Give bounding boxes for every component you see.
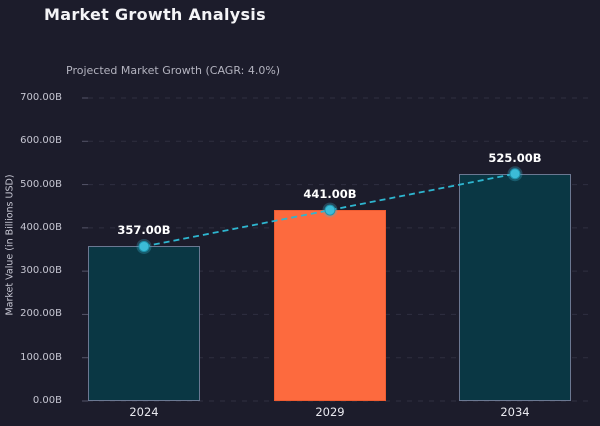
chart-title: Market Growth Analysis <box>44 5 266 24</box>
y-tick-label: 600.00B <box>20 135 62 147</box>
bar-2034 <box>459 173 571 401</box>
x-tick-label: 2024 <box>129 405 159 419</box>
x-tick-label: 2034 <box>500 405 530 419</box>
y-tick-label: 500.00B <box>20 178 62 190</box>
y-tick-label: 200.00B <box>20 308 62 320</box>
bar-value-label: 357.00B <box>117 223 171 238</box>
y-tick-label: 100.00B <box>20 351 62 363</box>
bar-value-label: 441.00B <box>303 187 357 202</box>
chart-subtitle: Projected Market Growth (CAGR: 4.0%) <box>66 64 281 77</box>
trend-line <box>143 172 516 248</box>
bar-value-label: 525.00B <box>488 150 542 165</box>
y-tick-label: 300.00B <box>20 265 62 277</box>
data-point-marker <box>324 204 336 216</box>
y-tick-label: 700.00B <box>20 92 62 103</box>
bar-2029 <box>274 210 386 401</box>
y-tick-label: 400.00B <box>20 221 62 233</box>
x-tick-label: 2029 <box>315 405 345 419</box>
y-tick-label: 0.00B <box>32 395 62 406</box>
data-point-marker <box>509 168 521 180</box>
bar-2024 <box>88 246 200 401</box>
data-point-marker <box>138 240 150 252</box>
